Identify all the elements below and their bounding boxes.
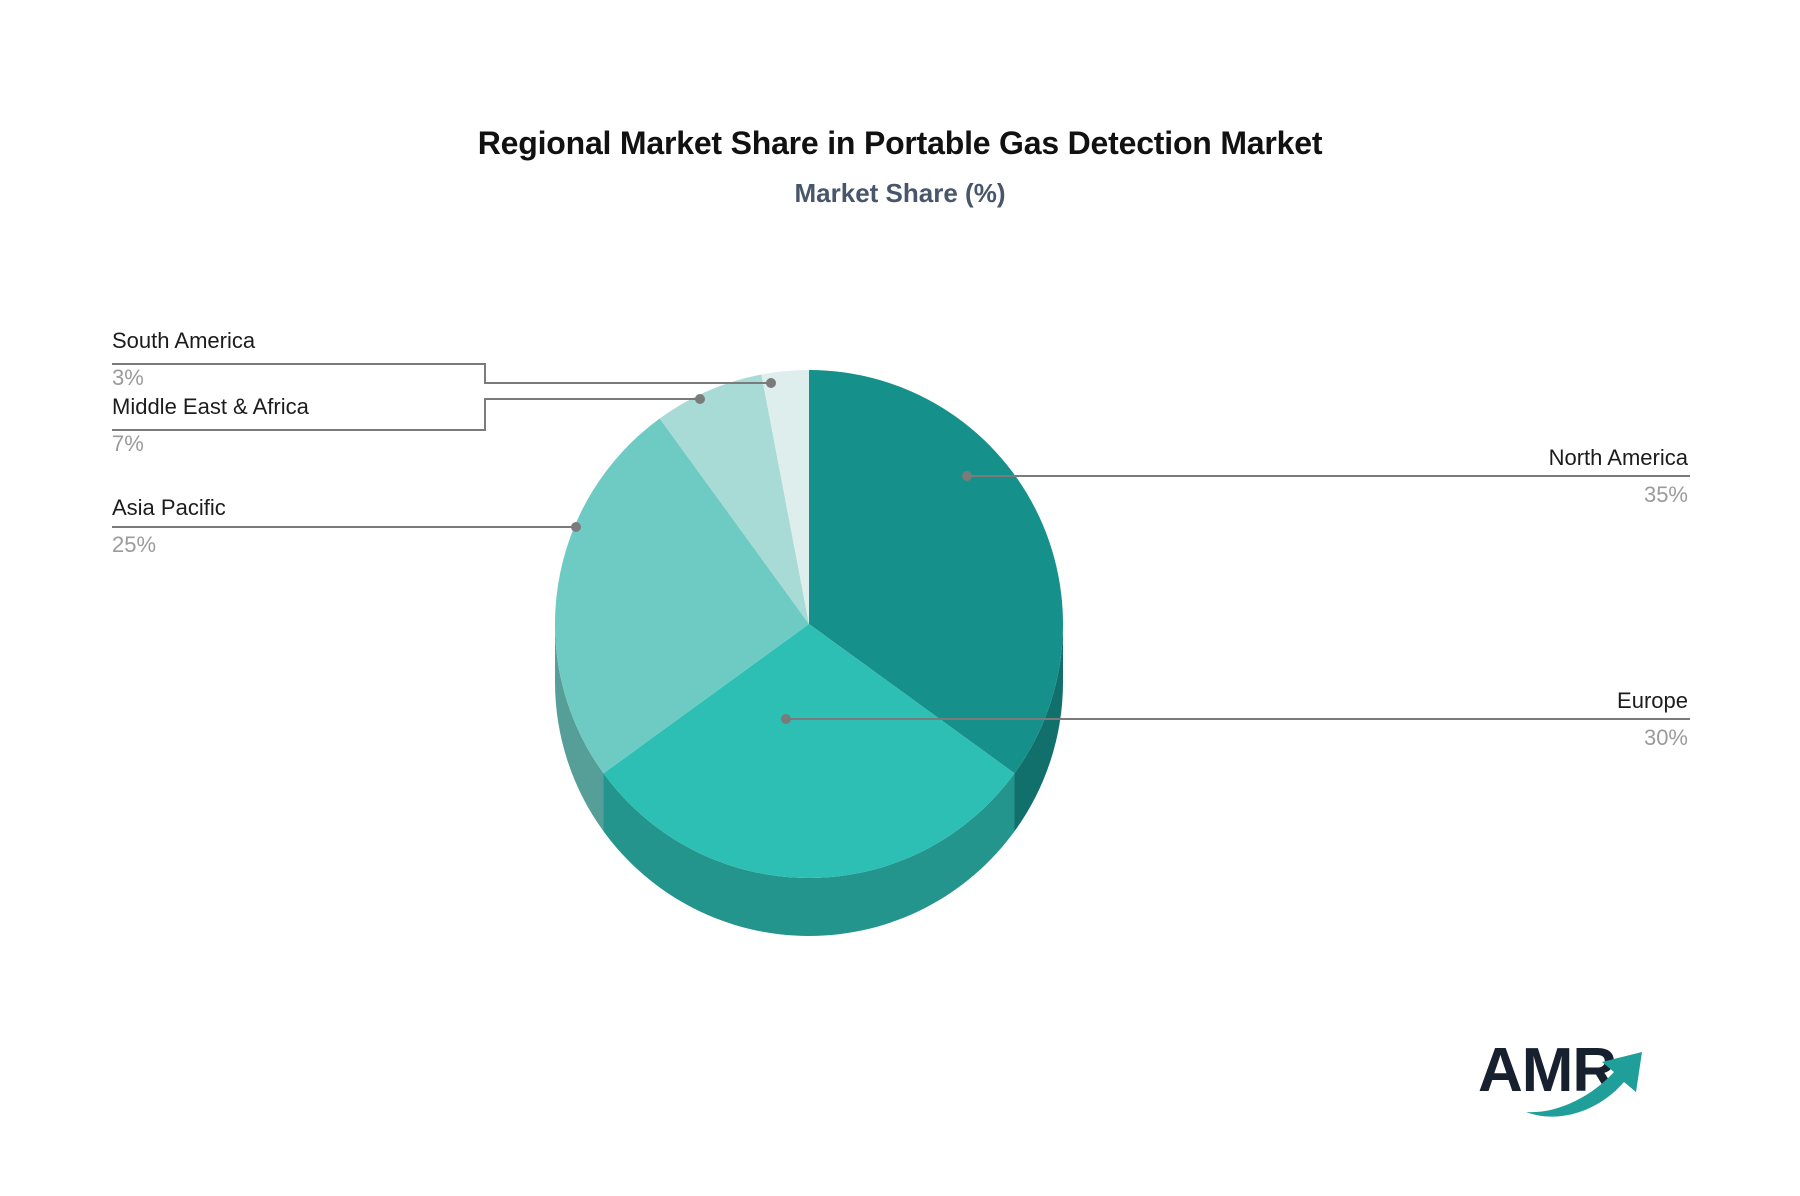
- callout-label-south-america: South America: [112, 328, 256, 353]
- leader-dot-south-america: [766, 378, 776, 388]
- leader-dot-middle-east-africa: [695, 394, 705, 404]
- callout-north-america: North America 35%: [1549, 444, 1688, 508]
- title-block: Regional Market Share in Portable Gas De…: [0, 124, 1800, 210]
- pie-side-north-america: [1014, 624, 1063, 832]
- leader-dot-north-america: [962, 471, 972, 481]
- leader-line-south-america: [112, 363, 771, 384]
- leader-dot-asia-pacific: [571, 522, 581, 532]
- leader-dot-europe: [781, 714, 791, 724]
- callout-south-america: South America 3%: [112, 327, 255, 391]
- callout-europe: Europe 30%: [1617, 687, 1688, 751]
- pie-slices: [555, 370, 1063, 878]
- chart-subtitle: Market Share (%): [794, 178, 1006, 209]
- leader-lines: [112, 363, 1690, 724]
- callout-value-north-america: 35%: [1643, 481, 1688, 507]
- pie-slice-asia-pacific[interactable]: [555, 418, 809, 774]
- pie-slice-south-america[interactable]: [761, 370, 809, 624]
- pie-slice-middle-east-africa[interactable]: [659, 374, 809, 624]
- pie-depth: [555, 624, 1063, 936]
- callout-asia-pacific: Asia Pacific 25%: [112, 494, 226, 558]
- leader-line-middle-east-africa: [112, 398, 700, 431]
- callout-middle-east-africa: Middle East & Africa 7%: [112, 393, 309, 457]
- pie-side-asia-pacific: [555, 624, 604, 832]
- callout-value-middle-east-africa: 7%: [112, 430, 144, 456]
- callout-value-south-america: 3%: [112, 364, 144, 390]
- page-title: Regional Market Share in Portable Gas De…: [477, 125, 1323, 161]
- callout-value-asia-pacific: 25%: [112, 531, 157, 557]
- pie-side-europe: [603, 773, 1015, 936]
- pie-slice-europe[interactable]: [603, 624, 1015, 878]
- callout-label-europe: Europe: [1617, 688, 1688, 713]
- callout-label-asia-pacific: Asia Pacific: [112, 495, 226, 520]
- pie-slice-north-america[interactable]: [809, 370, 1063, 774]
- callout-label-north-america: North America: [1548, 445, 1688, 470]
- growth-arrow-icon: [1526, 1052, 1642, 1117]
- callout-label-middle-east-africa: Middle East & Africa: [112, 394, 309, 419]
- amr-logo: AMR: [1478, 1034, 1668, 1120]
- callout-value-europe: 30%: [1643, 724, 1688, 750]
